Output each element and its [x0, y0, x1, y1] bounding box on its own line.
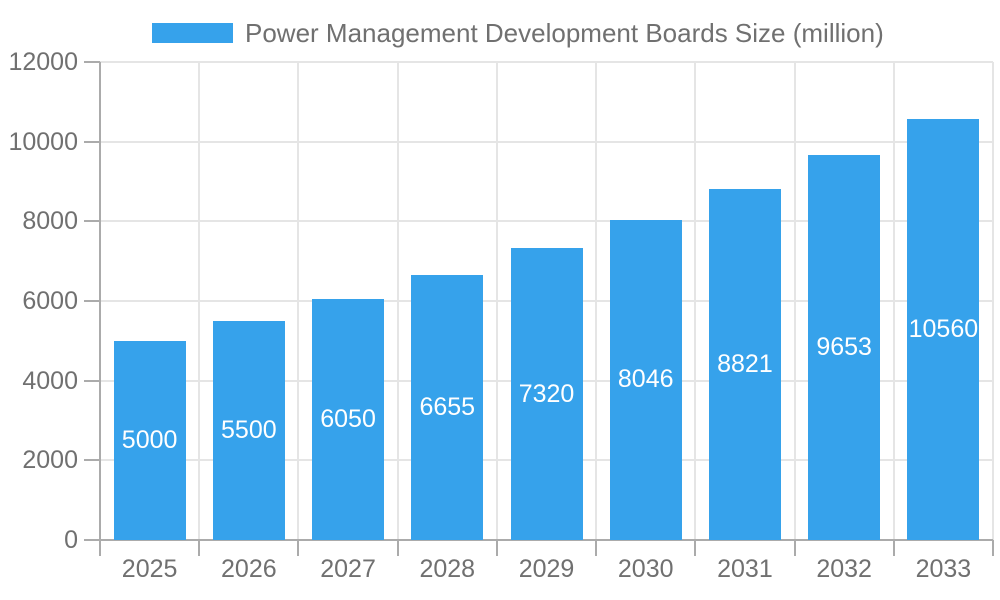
y-tick-label: 8000 [22, 207, 78, 236]
y-axis-tick [84, 300, 100, 302]
bar-2031: 8821 [708, 188, 781, 540]
x-tick-label: 2033 [915, 555, 972, 583]
bar-value-label: 5500 [221, 415, 277, 444]
bar-value-label: 8046 [617, 365, 674, 394]
x-tick-label: 2029 [518, 555, 575, 583]
x-tick-label: 2028 [419, 555, 476, 583]
bar-2032: 9653 [808, 155, 881, 540]
gridline-vertical [495, 62, 498, 540]
x-axis-tick [892, 540, 895, 556]
gridline-vertical [892, 62, 895, 540]
y-tick-label: 10000 [8, 127, 78, 156]
bar-2026: 5500 [212, 320, 285, 540]
x-axis-tick [793, 540, 796, 556]
gridline-horizontal [100, 220, 993, 223]
legend-swatch-icon [152, 23, 233, 43]
x-axis-tick [198, 540, 201, 556]
bar-2033: 10560 [907, 119, 980, 540]
bar-value-label: 7320 [518, 379, 575, 408]
chart-title: Power Management Development Boards Size… [245, 18, 884, 48]
gridline-vertical [198, 62, 201, 540]
x-axis-tick [495, 540, 498, 556]
y-axis-tick [84, 539, 100, 541]
bar-value-label: 6655 [419, 392, 476, 421]
y-axis-tick [84, 459, 100, 462]
bar-value-label: 5000 [121, 425, 178, 454]
x-axis-tick [694, 540, 697, 556]
y-axis-line [99, 62, 101, 556]
legend-item[interactable]: Power Management Development Boards Size… [152, 17, 884, 49]
y-tick-label: 6000 [22, 287, 78, 315]
bar-value-label: 8821 [717, 349, 773, 378]
bar-value-label: 9653 [816, 333, 872, 362]
y-axis-tick [84, 379, 100, 382]
gridline-vertical [297, 62, 300, 540]
bar-value-label: 6050 [320, 404, 376, 433]
gridline-horizontal [100, 61, 993, 63]
gridline-vertical [992, 62, 994, 540]
x-tick-label: 2032 [816, 555, 872, 583]
x-tick-label: 2026 [221, 555, 277, 583]
gridline-vertical [595, 62, 598, 540]
y-tick-label: 0 [64, 526, 78, 554]
gridline-vertical [793, 62, 796, 540]
y-axis-tick [84, 140, 100, 143]
y-tick-label: 12000 [8, 48, 78, 76]
y-tick-label: 4000 [22, 366, 78, 395]
x-tick-label: 2030 [617, 555, 674, 583]
y-tick-label: 2000 [22, 446, 78, 475]
x-tick-label: 2025 [121, 555, 178, 583]
bar-value-label: 10560 [908, 315, 979, 344]
gridline-vertical [396, 62, 399, 540]
gridline-vertical [694, 62, 697, 540]
x-axis-tick [99, 540, 101, 556]
x-axis-tick [297, 540, 300, 556]
bar-2025: 5000 [113, 340, 186, 540]
bar-2030: 8046 [609, 219, 682, 540]
x-tick-label: 2027 [320, 555, 376, 583]
gridline-horizontal [100, 140, 993, 143]
y-axis-tick [84, 61, 100, 63]
y-axis-tick [84, 220, 100, 223]
bar-2028: 6655 [411, 274, 484, 540]
x-axis-tick [396, 540, 399, 556]
x-axis-tick [595, 540, 598, 556]
bar-2027: 6050 [312, 299, 385, 540]
x-axis-line [84, 539, 993, 541]
bar-2029: 7320 [510, 248, 583, 540]
x-tick-label: 2031 [717, 555, 773, 583]
x-axis-tick [992, 540, 994, 556]
